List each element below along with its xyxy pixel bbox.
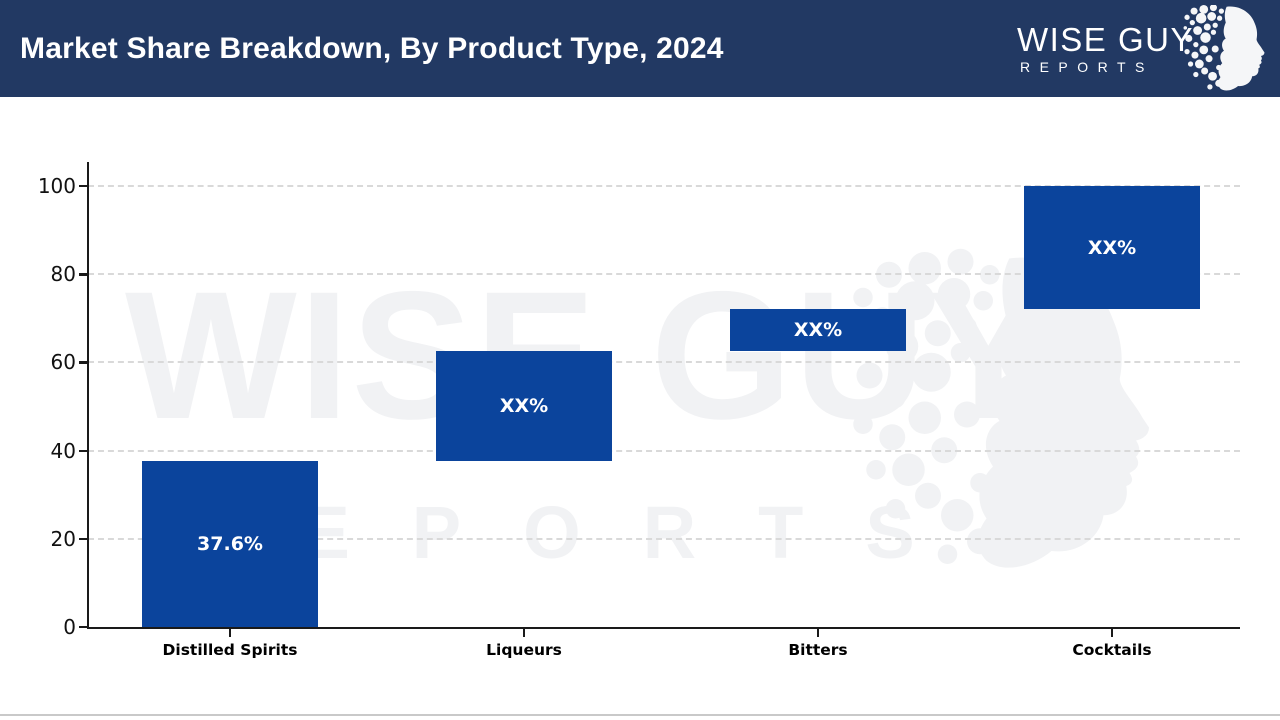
x-axis-tick: [229, 629, 232, 638]
footer-divider: [0, 714, 1280, 716]
bar: 37.6%: [142, 461, 318, 627]
x-tick-label: Cocktails: [1072, 641, 1152, 659]
x-axis-tick: [1111, 629, 1114, 638]
bar-value-label: XX%: [793, 318, 843, 341]
x-axis-tick: [523, 629, 526, 638]
y-tick-label: 100: [37, 174, 76, 198]
header-bar: Market Share Breakdown, By Product Type,…: [0, 0, 1280, 97]
y-axis-tick: [79, 626, 88, 629]
gridline: [88, 449, 1240, 452]
logo-text: WISE GUY REPORTS: [1017, 23, 1194, 74]
page-title: Market Share Breakdown, By Product Type,…: [20, 31, 724, 65]
gridline: [88, 361, 1240, 364]
x-axis-line: [86, 627, 1240, 630]
x-tick-label: Distilled Spirits: [162, 641, 298, 659]
y-axis-tick: [79, 273, 88, 276]
bar-value-label: XX%: [1087, 236, 1137, 259]
y-tick-label: 40: [50, 438, 76, 463]
bar-value-label: 37.6%: [197, 533, 263, 556]
wise-guy-reports-logo: WISE GUY REPORTS: [1017, 4, 1270, 93]
y-axis-tick: [79, 449, 88, 452]
x-tick-label: Liqueurs: [486, 641, 562, 659]
logo-subtext: REPORTS: [1019, 59, 1154, 75]
bar-value-label: XX%: [499, 395, 549, 418]
y-axis-tick: [79, 537, 88, 541]
bar: XX%: [1024, 186, 1200, 310]
y-axis-tick: [79, 361, 88, 364]
x-tick-label: Bitters: [788, 641, 848, 659]
bar: XX%: [436, 350, 612, 462]
gridline: [88, 537, 1240, 540]
x-axis-tick: [817, 629, 820, 638]
y-axis-line: [86, 162, 90, 630]
y-tick-label: 60: [50, 350, 76, 375]
y-tick-label: 0: [63, 615, 76, 639]
bar: XX%: [730, 309, 906, 351]
y-tick-label: 80: [50, 262, 76, 287]
logo-wordmark: WISE GUY: [1016, 21, 1194, 58]
gridline: [88, 185, 1240, 187]
gridline: [88, 273, 1240, 276]
y-tick-label: 20: [50, 526, 76, 551]
y-axis-tick: [79, 185, 88, 188]
